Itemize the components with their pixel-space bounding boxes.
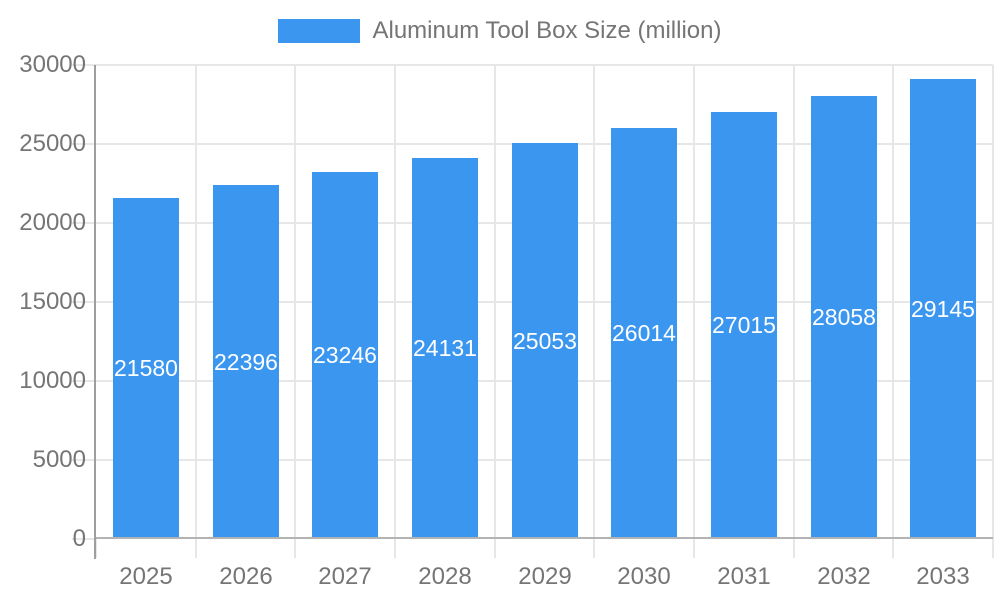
x-gridline [394,65,396,539]
bar[interactable]: 28058 [811,96,877,539]
x-axis-line [96,537,993,539]
y-axis-tick [72,459,96,461]
y-axis-tick-label: 5000 [32,446,86,473]
bar-value-label: 21580 [114,355,178,381]
y-axis-tick [72,538,96,540]
x-axis-tick-label: 2028 [418,563,472,590]
x-gridline [593,65,596,539]
bar-value-label: 24131 [413,335,477,361]
y-axis-tick-label: 15000 [19,288,86,315]
y-axis-tick-label: 30000 [19,51,86,78]
x-gridline [892,65,895,539]
x-gridline [493,65,496,539]
x-axis-tick [294,539,297,558]
x-gridline [194,65,197,539]
x-axis-tick [394,539,396,558]
bar-value-label: 22396 [214,348,278,375]
bar[interactable]: 23246 [312,172,378,539]
x-axis-tick-label: 2032 [817,563,871,590]
x-axis-tick-label: 2026 [219,563,273,590]
legend-swatch [278,19,361,43]
x-axis-tick [95,539,97,558]
y-axis-tick-label: 25000 [19,130,86,157]
plot-area: 21580 22396 23246 24131 25053 26014 27015 28058… [96,64,994,539]
legend[interactable]: Aluminum Tool Box Size (million) [0,17,1000,45]
x-gridline [792,65,795,539]
bar-value-label: 26014 [612,320,676,346]
bar-value-label: 27015 [712,312,776,338]
y-axis-tick-label: 20000 [19,209,86,236]
x-gridline [294,65,297,539]
x-axis-tick [493,539,496,558]
y-axis-tick [72,222,96,224]
bar-value-label: 25053 [513,327,577,354]
y-axis-tick [72,301,96,303]
bar[interactable]: 26014 [611,128,677,539]
x-axis-tick-label: 2029 [518,563,572,590]
y-axis-tick-label: 0 [72,525,86,552]
y-axis-line [94,65,96,559]
x-axis-tick [593,539,596,558]
x-axis-tick-label: 2025 [119,563,173,590]
y-axis-tick [72,64,96,66]
bar-value-label: 28058 [812,304,876,330]
bar[interactable]: 22396 [213,185,279,539]
y-axis-tick-label: 10000 [19,367,86,394]
x-axis-tick [792,539,795,558]
bar[interactable]: 21580 [113,198,179,539]
bar-value-label: 29145 [911,295,975,322]
x-axis-tick-label: 2033 [916,563,970,590]
x-axis-tick [992,539,994,558]
x-axis-tick [194,539,197,558]
x-gridline [693,65,695,539]
bar[interactable]: 24131 [412,158,478,539]
x-axis-tick-label: 2031 [717,563,771,590]
bar[interactable]: 25053 [512,143,578,539]
x-axis-tick [693,539,695,558]
bar[interactable]: 27015 [711,112,777,539]
x-axis-tick-label: 2027 [318,563,372,590]
x-gridline [992,65,994,539]
legend-label: Aluminum Tool Box Size (million) [372,17,722,44]
y-axis-tick [72,380,96,382]
y-gridline [96,64,993,66]
bar[interactable]: 29145 [910,79,976,539]
y-axis-tick [72,143,96,145]
bar-value-label: 23246 [313,342,377,368]
x-axis-tick-label: 2030 [617,563,671,590]
x-axis-tick [892,539,895,558]
